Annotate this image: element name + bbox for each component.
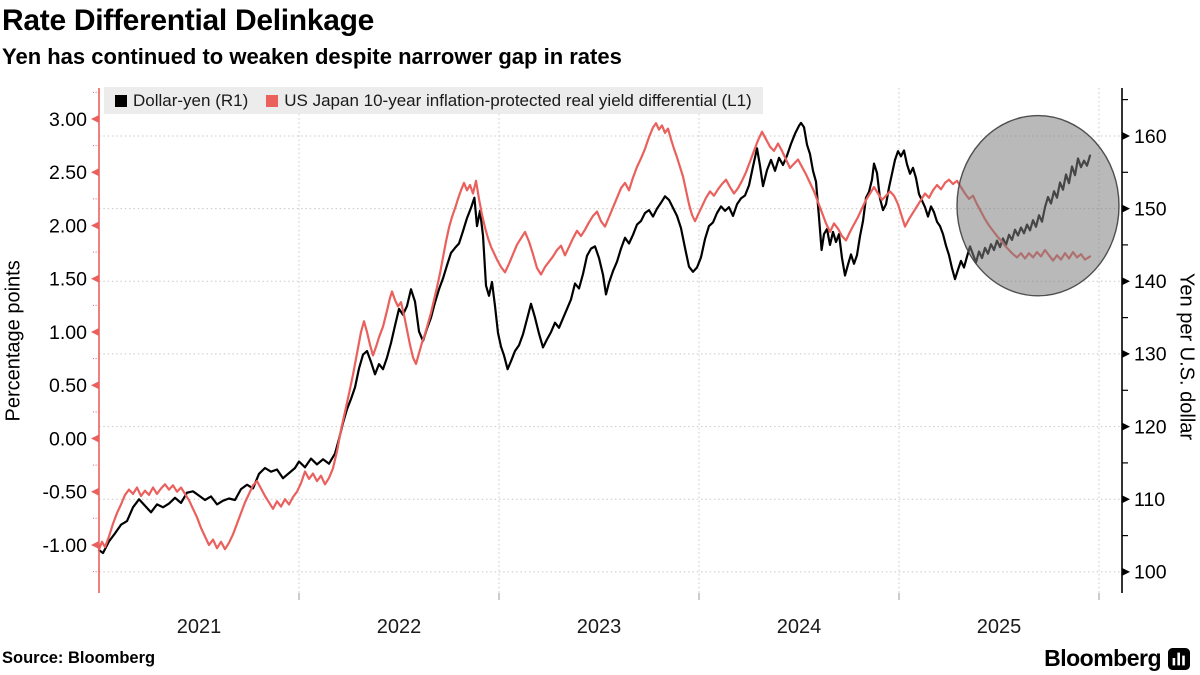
- right-tick-label: 130: [1134, 344, 1167, 366]
- left-tick-label: 1.00: [49, 322, 87, 344]
- gridlines: [99, 88, 1122, 600]
- left-tick-label: 2.50: [49, 162, 87, 184]
- right-tick-label: 140: [1134, 271, 1167, 293]
- legend-swatch-black: [115, 94, 127, 107]
- source-note: Source: Bloomberg: [2, 649, 156, 667]
- dollar-yen-line: [97, 121, 1092, 555]
- legend-label-dollar-yen: Dollar-yen (R1): [133, 90, 249, 110]
- right-tick-label: 160: [1134, 126, 1167, 148]
- left-tick-label: 1.50: [49, 269, 87, 291]
- right-tick-label: 150: [1134, 198, 1167, 220]
- legend-item-yield-differential: US Japan 10-year inflation-protected rea…: [266, 90, 752, 111]
- left-axis-title: Percentage points: [2, 260, 25, 422]
- page-title: Rate Differential Delinkage: [2, 4, 375, 37]
- yield-differential-line: [97, 122, 1092, 551]
- chart-legend: Dollar-yen (R1) US Japan 10-year inflati…: [104, 87, 763, 114]
- legend-item-dollar-yen: Dollar-yen (R1): [115, 91, 248, 111]
- left-tick-label: 3.00: [49, 109, 87, 131]
- right-axis-title: Yen per U.S. dollar: [1175, 272, 1198, 441]
- right-tick-label: 110: [1134, 489, 1165, 511]
- legend-label-yield-differential: US Japan 10-year inflation-protected rea…: [284, 90, 752, 110]
- axes: 3.00 2.50 2.00 1.50 1.00 0.50 0.00 -0.50 -1.00 16…: [43, 88, 1167, 638]
- x-tick-label: 2022: [377, 616, 422, 638]
- right-tick-label: 100: [1134, 562, 1167, 584]
- x-tick-label: 2021: [177, 616, 222, 638]
- bloomberg-brand: Bloomberg: [1044, 645, 1190, 672]
- left-tick-label: -1.00: [43, 535, 88, 557]
- page-subtitle: Yen has continued to weaken despite narr…: [2, 44, 622, 69]
- left-tick-label: 0.00: [49, 428, 87, 450]
- x-tick-label: 2025: [977, 616, 1022, 638]
- left-tick-label: -0.50: [43, 482, 88, 504]
- left-tick-label: 0.50: [49, 375, 87, 397]
- left-tick-label: 2.00: [49, 215, 87, 237]
- bloomberg-logo-icon: [1168, 647, 1190, 670]
- right-tick-label: 120: [1134, 416, 1167, 438]
- bloomberg-wordmark: Bloomberg: [1044, 645, 1161, 671]
- highlight-circle: [956, 114, 1120, 297]
- x-tick-label: 2024: [777, 616, 822, 638]
- x-tick-label: 2023: [577, 616, 622, 638]
- legend-swatch-red: [266, 94, 279, 107]
